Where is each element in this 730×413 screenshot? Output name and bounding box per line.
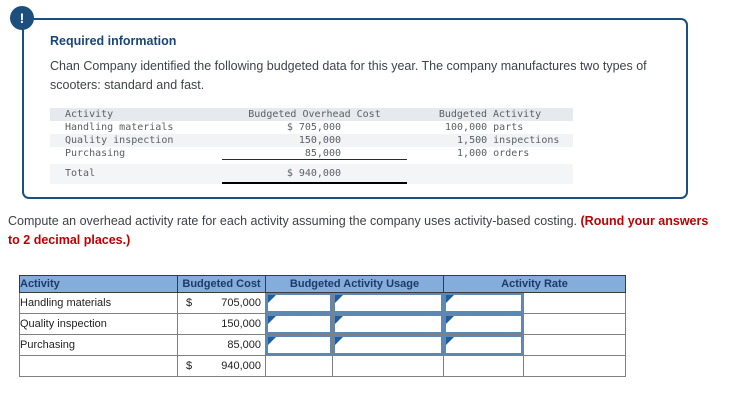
panel-body-text: Chan Company identified the following bu… <box>50 59 647 92</box>
answer-header-activity: Activity <box>19 275 178 293</box>
answer-cost-cell: 150,000 <box>177 313 266 335</box>
answer-activity-label: Handling materials <box>19 292 178 314</box>
answer-activity-label: Quality inspection <box>19 313 178 335</box>
usage-unit-cell <box>332 313 444 335</box>
usage-value-input[interactable] <box>266 314 332 334</box>
budget-cell-activity: Purchasing <box>65 148 126 159</box>
total-cost-value: 940,000 <box>221 360 261 372</box>
question-text: Compute an overhead activity rate for ea… <box>8 212 722 250</box>
answer-cost-cell: 85,000 <box>177 334 266 356</box>
budget-row-total: Total $ 940,000 <box>50 164 573 184</box>
usage-value-cell <box>265 313 333 335</box>
answer-row-purchasing: Purchasing 85,000 <box>19 334 626 356</box>
budget-data-table: Activity Budgeted Overhead Cost Budgeted… <box>50 108 573 184</box>
answer-header-rate: Activity Rate <box>443 275 626 293</box>
answer-row-handling: Handling materials $705,000 <box>19 292 626 314</box>
budget-header-cost: Budgeted Overhead Cost <box>248 109 381 120</box>
answer-activity-label: Purchasing <box>19 334 178 356</box>
budget-cell-cost: $ 705,000 <box>286 122 341 133</box>
cost-value: 705,000 <box>221 297 261 309</box>
total-usage-unit-empty <box>332 355 444 377</box>
usage-value-cell <box>265 292 333 314</box>
answer-table: Activity Budgeted Cost Budgeted Activity… <box>19 275 626 377</box>
rate-value-cell <box>443 313 524 335</box>
rate-extra-cell <box>523 334 626 356</box>
question-main: Compute an overhead activity rate for ea… <box>8 214 578 228</box>
exclamation-icon: ! <box>10 6 34 30</box>
budget-cell-activity: Quality inspection <box>65 135 174 146</box>
total-usage-value-empty <box>265 355 333 377</box>
currency-symbol: $ <box>186 360 193 372</box>
total-rate-extra-empty <box>523 355 626 377</box>
rate-extra-cell <box>523 313 626 335</box>
usage-value-input[interactable] <box>266 335 332 355</box>
budget-cell-usage: 1,000 orders <box>445 148 530 159</box>
budget-row-quality: Quality inspection 150,000 1,500 inspect… <box>50 134 573 147</box>
budget-header-activity: Activity <box>65 109 114 120</box>
rate-value-cell <box>443 334 524 356</box>
budget-cell-usage: 1,500 inspections <box>445 135 560 146</box>
answer-cost-cell: $705,000 <box>177 292 266 314</box>
answer-total-cost-cell: $940,000 <box>177 355 266 377</box>
rate-value-cell <box>443 292 524 314</box>
answer-row-total: $940,000 <box>19 355 626 377</box>
budget-total-cost: $ 940,000 <box>222 164 407 184</box>
usage-value-cell <box>265 334 333 356</box>
rate-value-input[interactable] <box>444 293 523 313</box>
budget-total-label: Total <box>65 168 96 179</box>
answer-total-empty <box>19 355 178 377</box>
answer-header-cost: Budgeted Cost <box>177 275 266 293</box>
budget-table-header-row: Activity Budgeted Overhead Cost Budgeted… <box>50 108 573 121</box>
answer-header-row: Activity Budgeted Cost Budgeted Activity… <box>19 275 626 293</box>
budget-header-usage: Budgeted Activity <box>438 109 542 120</box>
panel-title: Required information <box>50 34 177 48</box>
cost-value: 85,000 <box>227 339 261 351</box>
question-emphasis: (Round your answers to 2 decimal places.… <box>8 214 709 247</box>
budget-total-usage-empty <box>407 164 573 184</box>
currency-symbol: $ <box>186 297 193 309</box>
budget-cell-activity: Handling materials <box>65 122 174 133</box>
rate-value-input[interactable] <box>444 335 523 355</box>
budget-cell-cost: 150,000 <box>298 135 341 146</box>
usage-unit-cell <box>332 292 444 314</box>
usage-value-input[interactable] <box>266 293 332 313</box>
required-info-panel: Required information Chan Company identi… <box>22 18 688 199</box>
usage-unit-input[interactable] <box>333 335 443 355</box>
budget-cell-cost: 85,000 <box>222 147 407 160</box>
cost-value: 150,000 <box>221 318 261 330</box>
usage-unit-cell <box>332 334 444 356</box>
rate-extra-cell <box>523 292 626 314</box>
usage-unit-input[interactable] <box>333 293 443 313</box>
budget-cell-usage: 100,000 parts <box>445 122 524 133</box>
budget-row-handling: Handling materials $ 705,000 100,000 par… <box>50 121 573 134</box>
usage-unit-input[interactable] <box>333 314 443 334</box>
answer-header-usage: Budgeted Activity Usage <box>265 275 444 293</box>
answer-row-quality: Quality inspection 150,000 <box>19 313 626 335</box>
total-rate-value-empty <box>443 355 524 377</box>
rate-value-input[interactable] <box>444 314 523 334</box>
budget-row-purchasing: Purchasing 85,000 1,000 orders <box>50 147 573 160</box>
